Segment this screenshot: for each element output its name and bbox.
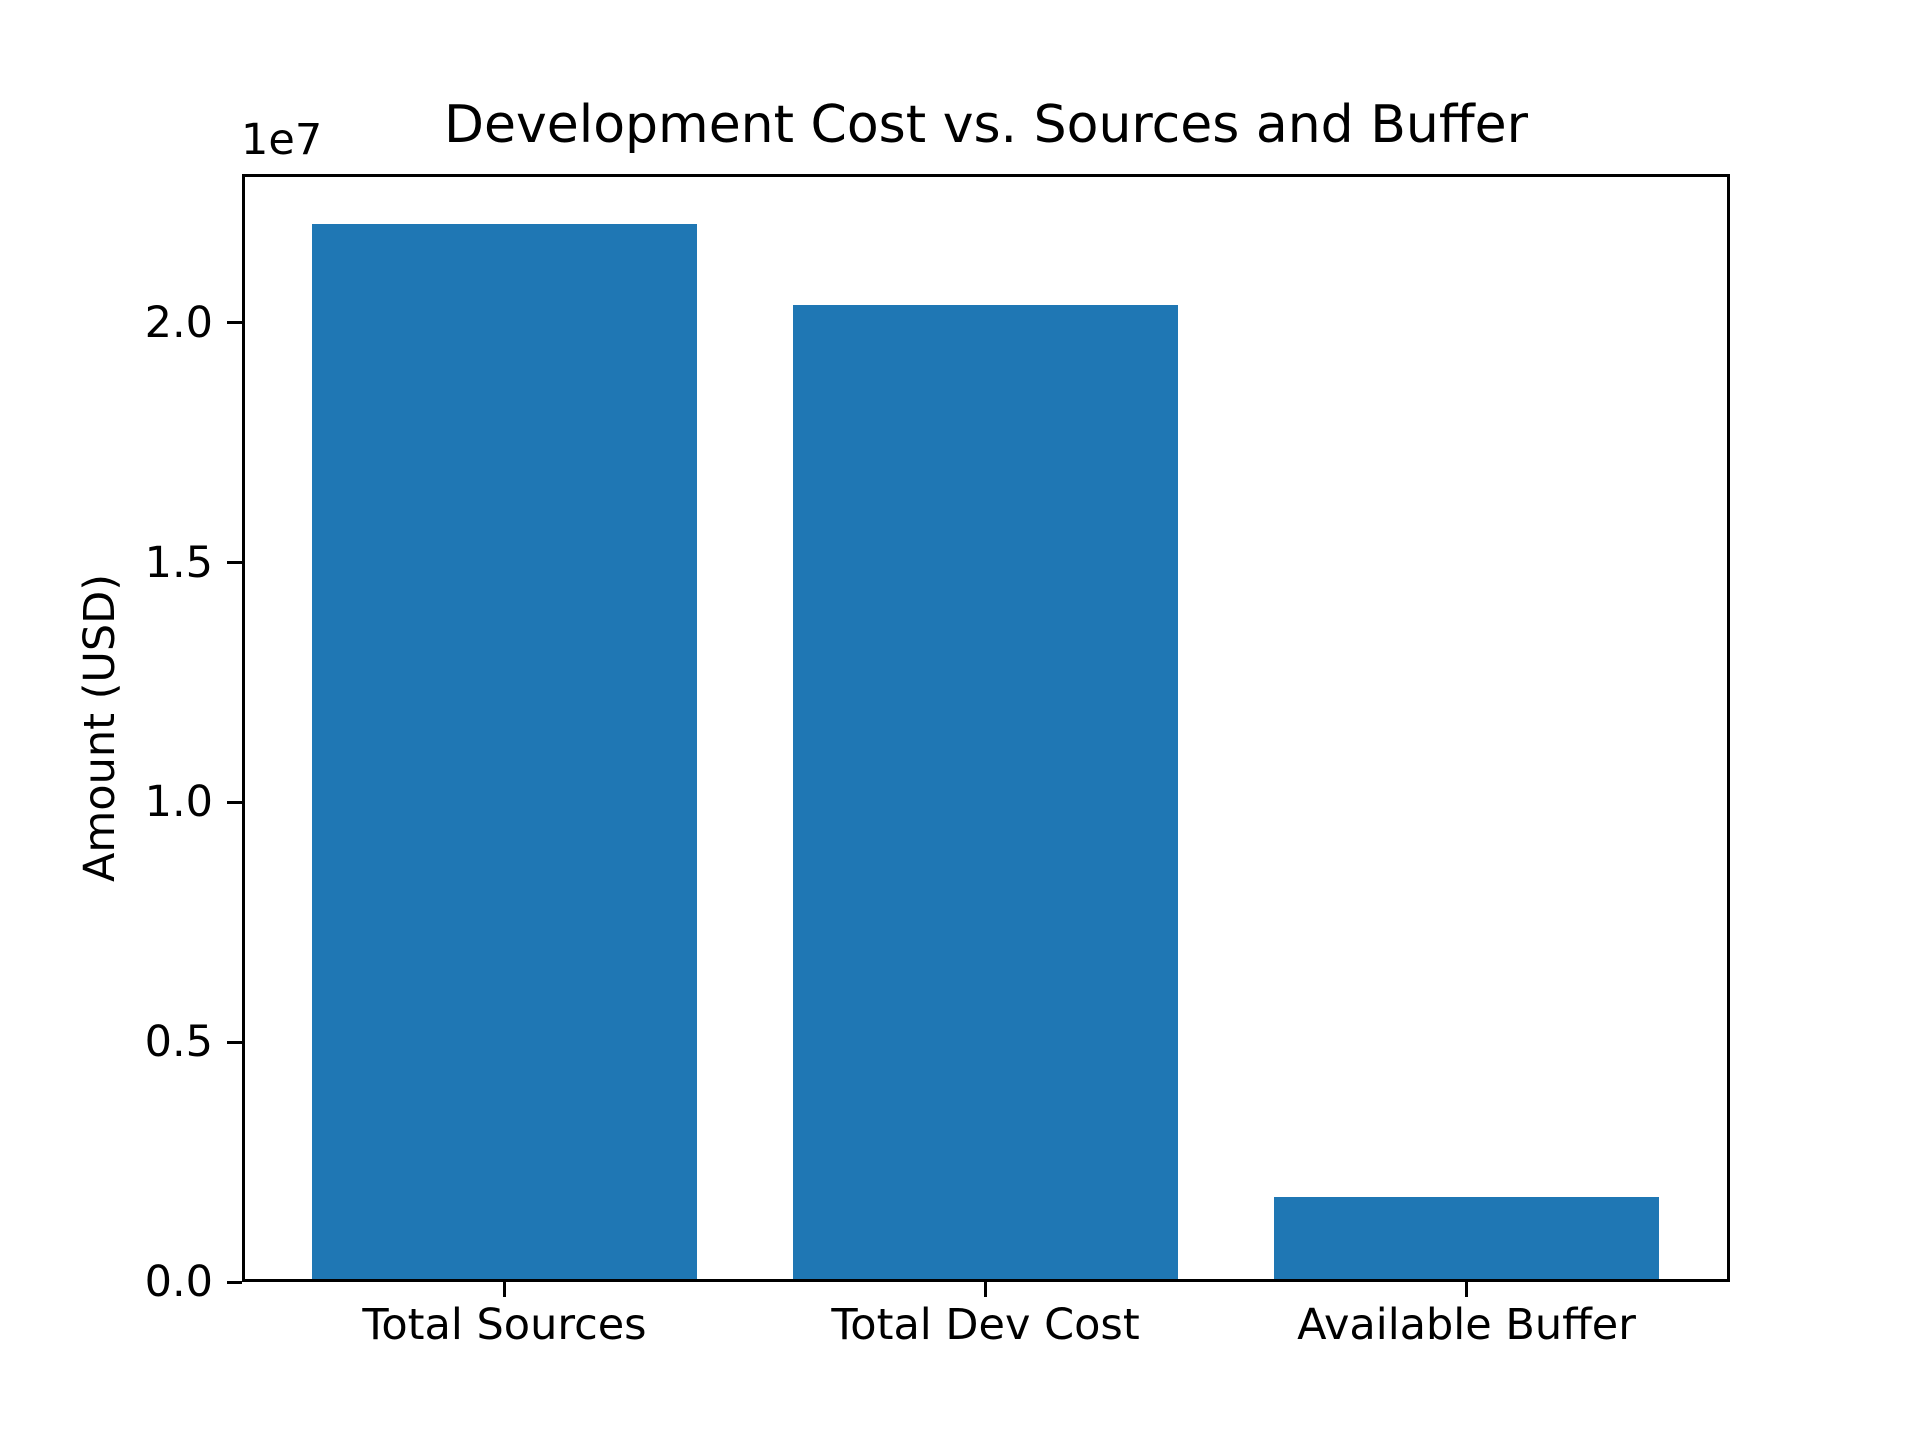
y-axis-label: Amount (USD) [75, 573, 125, 883]
x-tick-label: Available Buffer [1297, 1300, 1636, 1350]
plot-area [242, 174, 1730, 1282]
y-tick-mark [227, 321, 242, 325]
y-tick-label: 1.5 [144, 537, 213, 588]
y-tick-label: 2.0 [144, 297, 213, 348]
x-tick-label: Total Dev Cost [831, 1300, 1140, 1350]
y-tick-mark [227, 1280, 242, 1284]
x-tick-mark [984, 1282, 987, 1297]
y-tick-mark [227, 1040, 242, 1044]
bar-available-buffer [1274, 1197, 1659, 1279]
x-tick-label: Total Sources [362, 1300, 647, 1350]
y-tick-label: 0.0 [144, 1257, 213, 1307]
x-tick-mark [1465, 1282, 1468, 1297]
bar-total-sources [312, 224, 697, 1279]
chart-title: Development Cost vs. Sources and Buffer [443, 95, 1529, 155]
y-tick-mark [227, 800, 242, 804]
y-tick-label: 1.0 [144, 777, 213, 828]
bar-total-dev-cost [793, 305, 1178, 1279]
x-tick-mark [503, 1282, 506, 1297]
y-axis-offset-label: 1e7 [241, 115, 323, 165]
y-tick-mark [227, 561, 242, 565]
y-tick-label: 0.5 [144, 1017, 213, 1068]
